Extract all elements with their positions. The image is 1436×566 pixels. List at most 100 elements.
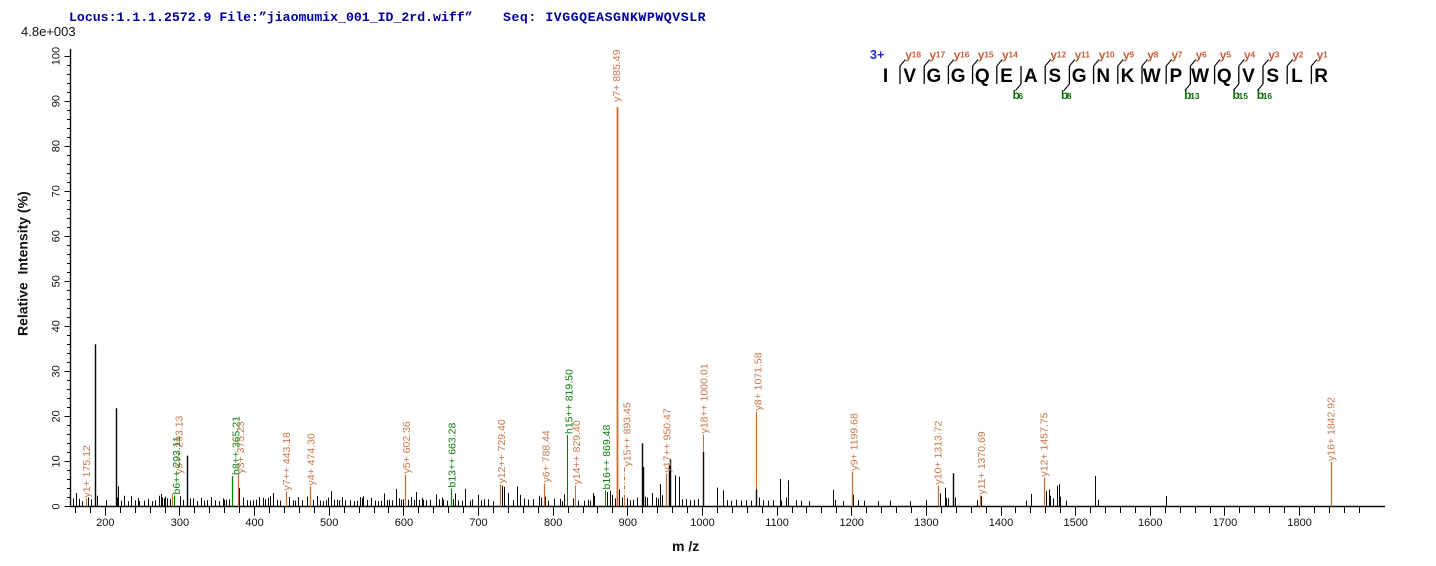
svg-text:b16++ 869.48: b16++ 869.48: [601, 425, 613, 490]
svg-text:15: 15: [1239, 91, 1249, 101]
svg-text:8: 8: [1067, 91, 1072, 101]
svg-text:y: y: [1317, 48, 1324, 62]
svg-text:y: y: [1099, 48, 1106, 62]
svg-text:y11+ 1370.69: y11+ 1370.69: [976, 431, 988, 494]
svg-text:b8++ 365.21: b8++ 365.21: [230, 416, 242, 475]
svg-text:200: 200: [96, 517, 114, 529]
svg-text:b: b: [1257, 88, 1264, 102]
svg-text:y18++ 1000.01: y18++ 1000.01: [698, 363, 710, 433]
svg-text:y: y: [905, 48, 912, 62]
svg-text:300: 300: [171, 517, 189, 529]
svg-text:y: y: [1123, 48, 1130, 62]
svg-text:5: 5: [1226, 50, 1231, 60]
svg-text:b6++ 293.11: b6++ 293.11: [171, 436, 183, 494]
svg-text:11: 11: [1081, 50, 1090, 60]
svg-text:16: 16: [1263, 91, 1273, 101]
svg-text:1: 1: [1323, 50, 1328, 60]
svg-text:7: 7: [1178, 50, 1183, 60]
svg-text:9: 9: [1129, 50, 1134, 60]
svg-text:y10+ 1313.72: y10+ 1313.72: [932, 420, 944, 484]
svg-text:V: V: [1242, 66, 1255, 87]
svg-text:y: y: [1292, 48, 1299, 62]
svg-text:y9+ 1199.68: y9+ 1199.68: [848, 413, 860, 470]
svg-text:R: R: [1314, 66, 1328, 87]
svg-text:2: 2: [1299, 50, 1304, 60]
svg-text:600: 600: [395, 517, 413, 529]
svg-text:b: b: [1233, 88, 1240, 102]
svg-text:1200: 1200: [839, 517, 863, 529]
svg-text:y17++ 950.47: y17++ 950.47: [661, 408, 673, 472]
svg-text:G: G: [951, 66, 966, 87]
svg-text:I: I: [883, 66, 888, 87]
svg-text:1100: 1100: [765, 517, 789, 529]
svg-text:V: V: [903, 66, 916, 87]
svg-text:S: S: [1049, 66, 1062, 87]
svg-text:1300: 1300: [914, 517, 938, 529]
svg-text:y: y: [1268, 48, 1275, 62]
svg-text:y3+ 375.23: y3+ 375.23: [235, 421, 247, 473]
svg-text:y15++ 893.45: y15++ 893.45: [621, 402, 633, 466]
svg-text:Q: Q: [1217, 66, 1232, 87]
svg-text:y: y: [1220, 48, 1227, 62]
svg-text:Relative Intensity (%): Relative Intensity (%): [15, 191, 31, 336]
svg-text:10: 10: [51, 455, 63, 467]
svg-text:b13++ 663.28: b13++ 663.28: [446, 423, 458, 488]
svg-text:y14++ 829.40: y14++ 829.40: [571, 420, 583, 484]
svg-text:E: E: [1000, 66, 1013, 87]
svg-text:60: 60: [51, 230, 63, 242]
svg-text:L: L: [1291, 66, 1303, 87]
svg-text:P: P: [1170, 66, 1183, 87]
svg-text:16: 16: [960, 50, 970, 60]
svg-text:70: 70: [51, 185, 63, 197]
svg-text:y: y: [1196, 48, 1203, 62]
svg-text:17: 17: [936, 50, 946, 60]
svg-text:y: y: [1075, 48, 1082, 62]
svg-text:1700: 1700: [1213, 517, 1237, 529]
svg-text:8: 8: [1154, 50, 1159, 60]
svg-text:1600: 1600: [1138, 517, 1162, 529]
svg-text:18: 18: [912, 50, 922, 60]
svg-text:h15++ 819.50: h15++ 819.50: [563, 369, 575, 434]
svg-text:Q: Q: [975, 66, 990, 87]
svg-text:1500: 1500: [1063, 517, 1087, 529]
svg-text:y12++ 729.40: y12++ 729.40: [496, 419, 508, 483]
svg-text:50: 50: [51, 275, 63, 287]
svg-text:y: y: [1050, 48, 1057, 62]
svg-text:m /z: m /z: [672, 538, 699, 554]
svg-text:80: 80: [51, 140, 63, 152]
svg-text:y: y: [929, 48, 936, 62]
svg-text:y: y: [978, 48, 985, 62]
svg-text:100: 100: [51, 47, 63, 65]
svg-text:y5+ 602.36: y5+ 602.36: [401, 421, 413, 473]
svg-text:y: y: [1002, 48, 1009, 62]
svg-text:6: 6: [1202, 50, 1207, 60]
svg-text:G: G: [1072, 66, 1087, 87]
svg-text:y7+ 885.49: y7+ 885.49: [611, 49, 623, 101]
svg-text:S: S: [1266, 66, 1279, 87]
svg-text:y: y: [1147, 48, 1154, 62]
svg-text:y7++ 443.18: y7++ 443.18: [281, 432, 293, 491]
svg-text:W: W: [1191, 66, 1209, 87]
svg-text:400: 400: [245, 517, 263, 529]
svg-text:12: 12: [1057, 50, 1067, 60]
svg-text:W: W: [1143, 66, 1161, 87]
svg-text:y1+ 175.12: y1+ 175.12: [81, 445, 93, 497]
svg-text:30: 30: [51, 365, 63, 377]
svg-text:0: 0: [51, 503, 63, 509]
svg-text:3: 3: [1275, 50, 1280, 60]
svg-text:y: y: [1244, 48, 1251, 62]
svg-text:b: b: [1061, 88, 1068, 102]
svg-text:y12+ 1457.75: y12+ 1457.75: [1038, 412, 1050, 476]
svg-text:1400: 1400: [989, 517, 1013, 529]
svg-text:4: 4: [1250, 50, 1255, 60]
svg-text:15: 15: [984, 50, 994, 60]
svg-text:3+: 3+: [870, 48, 884, 62]
svg-text:b: b: [1184, 88, 1191, 102]
svg-text:y6+ 788.44: y6+ 788.44: [540, 430, 552, 482]
svg-text:y: y: [1171, 48, 1178, 62]
svg-text:y: y: [954, 48, 961, 62]
svg-text:y5++ 293.13: y5++ 293.13: [173, 415, 185, 474]
svg-text:y4+ 474.30: y4+ 474.30: [305, 433, 317, 485]
svg-text:1800: 1800: [1287, 517, 1311, 529]
svg-text:14: 14: [1008, 50, 1018, 60]
